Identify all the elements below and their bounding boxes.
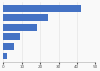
Bar <box>3 14 48 21</box>
Bar <box>3 53 7 59</box>
Bar <box>3 5 81 12</box>
Bar <box>3 33 20 40</box>
Bar <box>3 24 37 31</box>
Bar <box>3 43 14 50</box>
